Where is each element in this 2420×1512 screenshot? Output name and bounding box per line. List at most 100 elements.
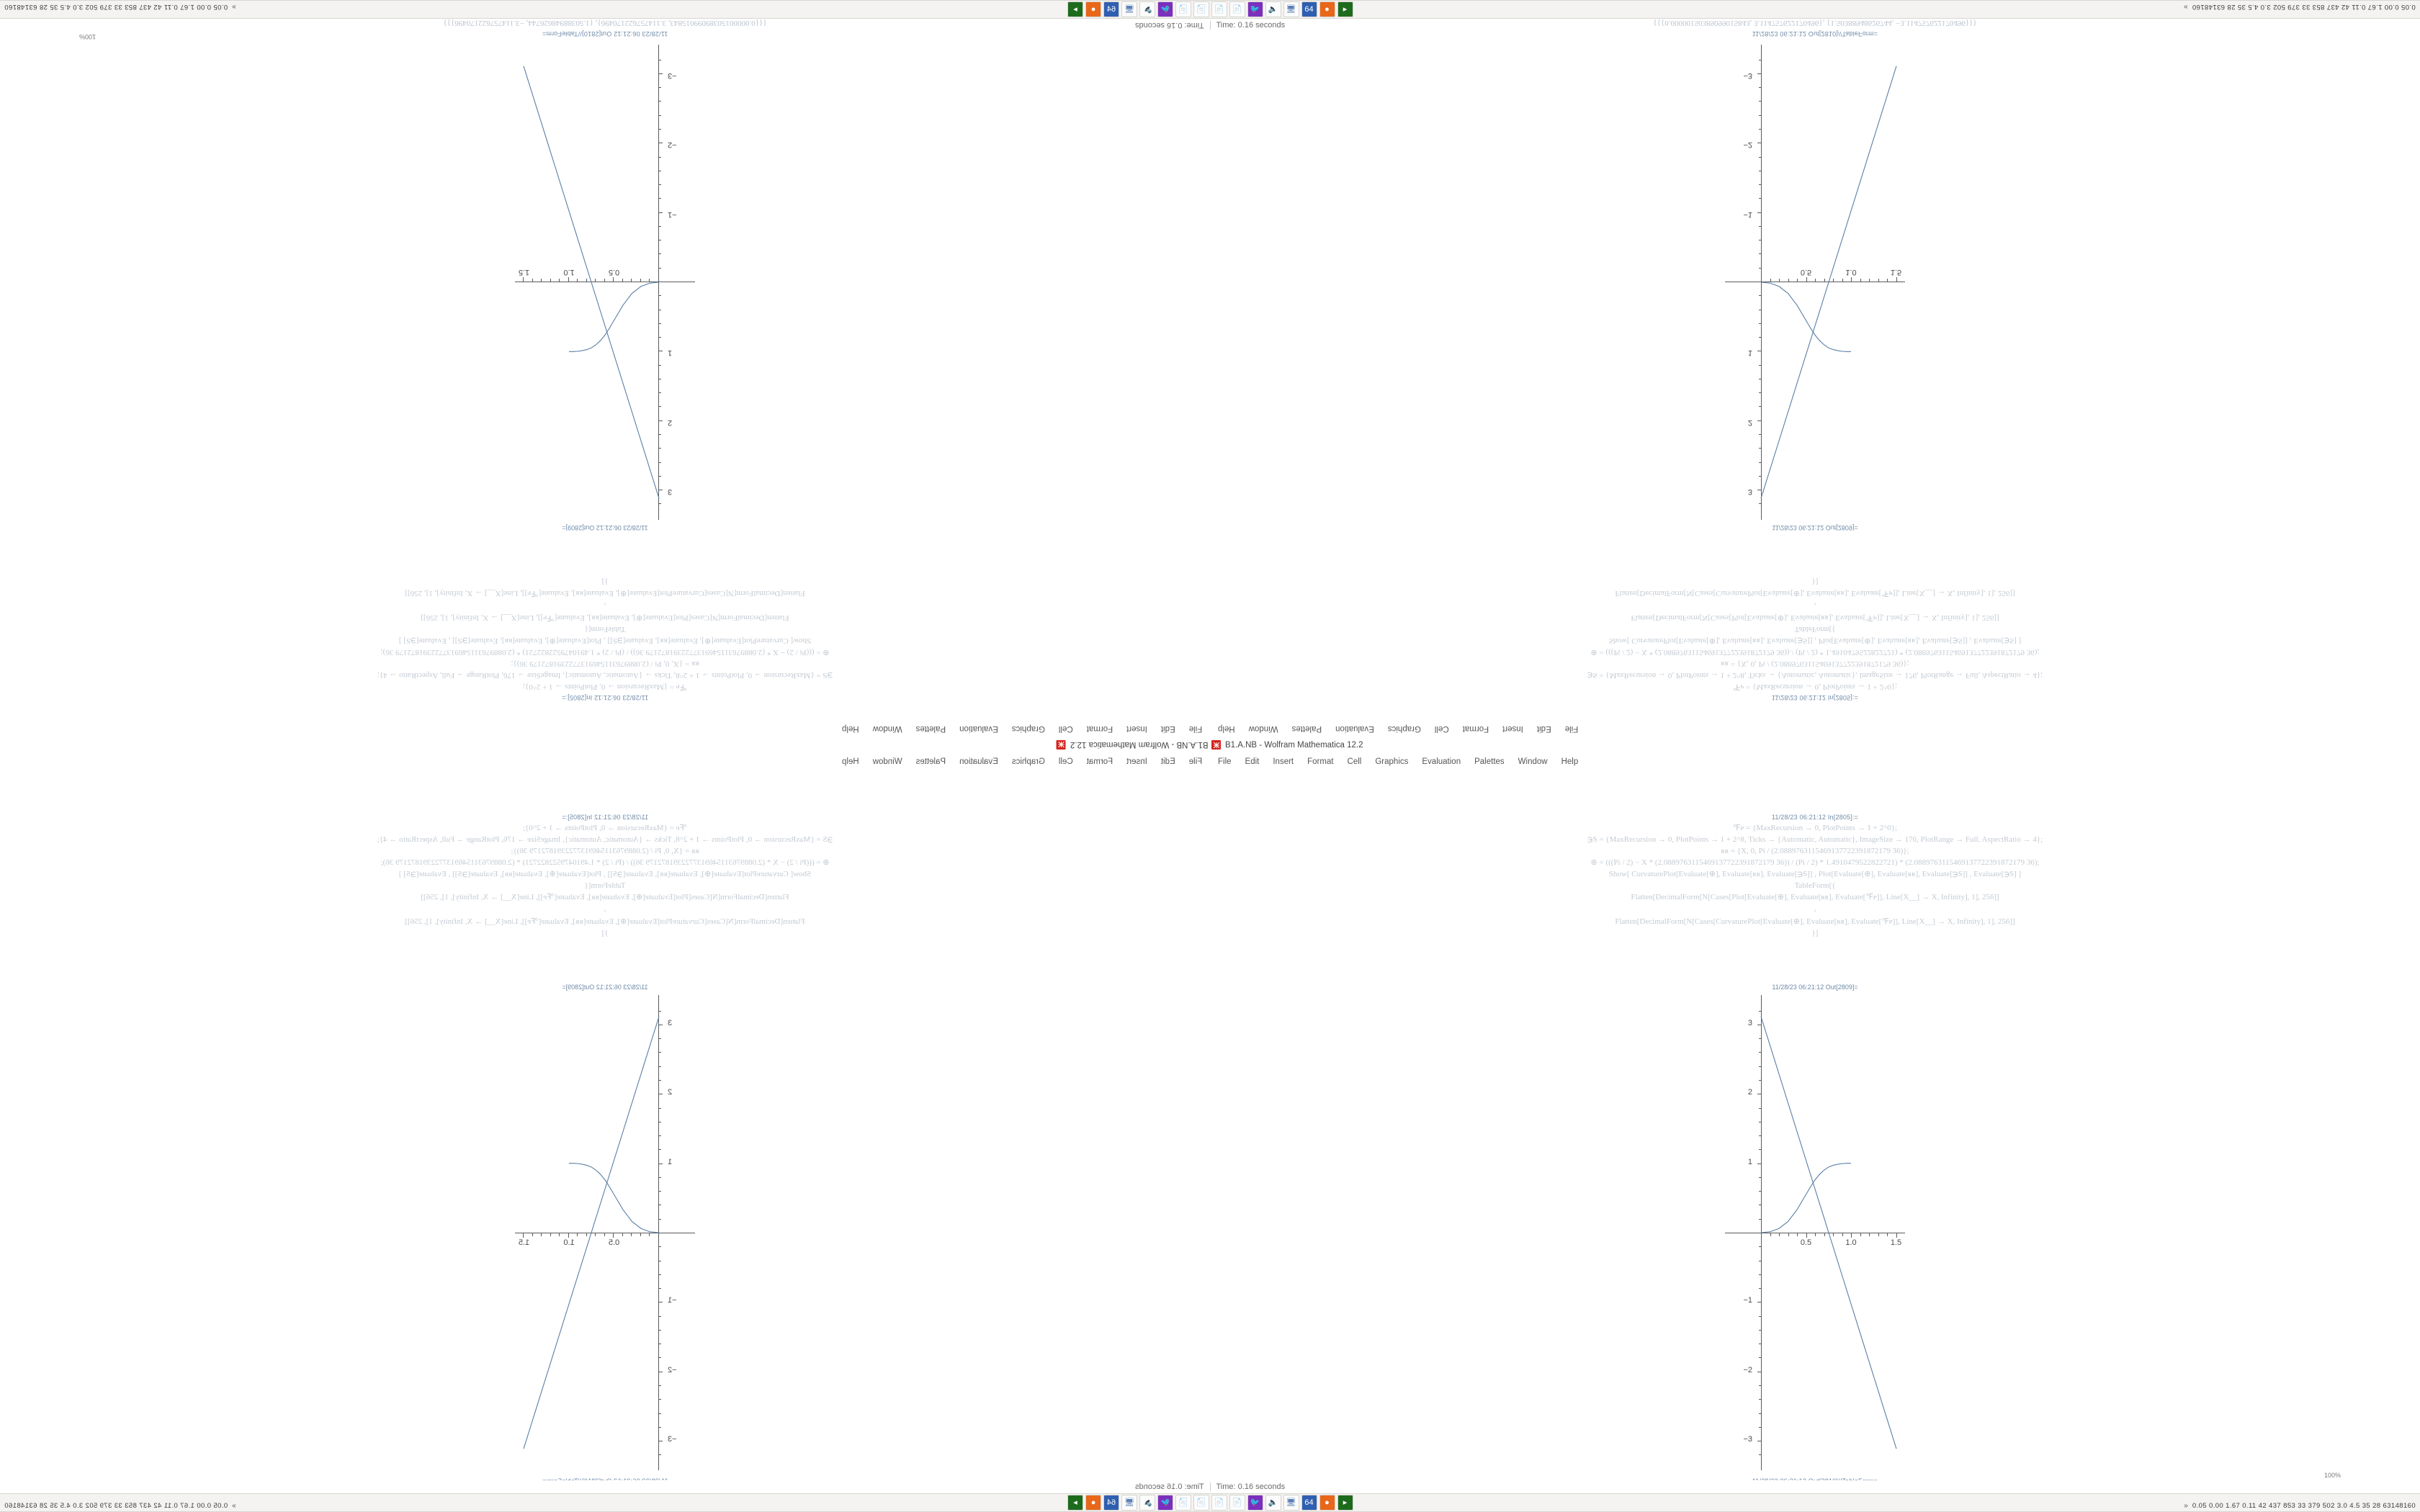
text-editor-2-icon[interactable]: 📄 bbox=[1229, 1495, 1245, 1511]
menu-item-palettes[interactable]: Palettes bbox=[1291, 724, 1322, 733]
code-line: Flatten[DecimalForm[N[Cases[Plot[Evaluat… bbox=[421, 613, 789, 623]
plot-series-1 bbox=[568, 1163, 660, 1233]
menu-item-edit[interactable]: Edit bbox=[1160, 757, 1175, 766]
menu-item-insert[interactable]: Insert bbox=[1273, 757, 1294, 766]
menu-item-window[interactable]: Window bbox=[1518, 757, 1548, 766]
text-editor-icon[interactable]: 📄 bbox=[1211, 1, 1227, 17]
menu-item-insert[interactable]: Insert bbox=[1126, 757, 1147, 766]
menu-item-graphics[interactable]: Graphics bbox=[1011, 757, 1045, 766]
menu-item-cell[interactable]: Cell bbox=[1347, 757, 1362, 766]
menu-item-format[interactable]: Format bbox=[1307, 757, 1334, 766]
plot-out-2809[interactable]: 11/28/23 06:21:12 Out[2809]= −3 −2 −1 1 2 3 0.5… bbox=[1725, 45, 1905, 531]
code-line: ℉ᴘ = {MaxRecursion → 0, PlotPoints → 1 +… bbox=[522, 824, 688, 832]
calculator-icon[interactable]: 64 bbox=[1301, 1495, 1317, 1511]
code-line: TableForm[{ bbox=[1794, 625, 1836, 634]
menu-item-evaluation[interactable]: Evaluation bbox=[959, 757, 998, 766]
menu-item-palettes[interactable]: Palettes bbox=[1474, 757, 1505, 766]
time-label-bottom-mirrored: Time: 0.16 seconds bbox=[1134, 1482, 1204, 1491]
code-line: TableForm[{ bbox=[584, 625, 626, 634]
menu-item-window[interactable]: Window bbox=[872, 757, 902, 766]
taskbar-top[interactable]: ▸ ● 64 🖥 🔈 🐦 📄 📄 📄 📄 🐦 🔈 🖥 64 ● ▸ bbox=[0, 0, 2420, 19]
menu-item-graphics[interactable]: Graphics bbox=[1375, 757, 1409, 766]
menu-item-cell[interactable]: Cell bbox=[1058, 757, 1073, 766]
menu-item-edit[interactable]: Edit bbox=[1245, 757, 1260, 766]
menu-item-evaluation[interactable]: Evaluation bbox=[959, 724, 998, 733]
plot-x-minor-tick bbox=[1797, 1233, 1798, 1236]
code-line: ℈Ѕ = {MaxRecursion → 0, PlotPoints → 1 +… bbox=[1587, 671, 2043, 680]
menu-item-graphics[interactable]: Graphics bbox=[1387, 724, 1421, 733]
menu-item-insert[interactable]: Insert bbox=[1126, 724, 1147, 733]
menu-item-file[interactable]: File bbox=[1564, 724, 1579, 733]
text-editor-2-icon[interactable]: 📄 bbox=[1229, 1, 1245, 17]
plot-y-minor-tick bbox=[1759, 1191, 1762, 1192]
code-line: ℉ᴘ = {MaxRecursion → 0, PlotPoints → 1 +… bbox=[1732, 824, 1898, 832]
plot-y-minor-tick bbox=[1759, 1329, 1762, 1331]
plot-out-2809[interactable]: 11/28/23 06:21:12 Out[2809]= −3 −2 −1 1 2 3 0.5… bbox=[515, 984, 695, 1470]
firefox-icon-glyph: ● bbox=[1325, 4, 1330, 14]
menu-item-insert[interactable]: Insert bbox=[1502, 724, 1523, 733]
menu-item-file[interactable]: File bbox=[1218, 757, 1232, 766]
plot-x-minor-tick bbox=[1869, 1233, 1870, 1236]
menu-item-file[interactable]: File bbox=[1188, 724, 1202, 733]
menu-item-file[interactable]: File bbox=[1188, 757, 1202, 766]
plot-x-minor-tick bbox=[1779, 1233, 1780, 1236]
plot-title-out-2809: 11/28/23 06:21:12 Out[2809]= bbox=[562, 524, 648, 531]
plot-y-minor-tick bbox=[1759, 1038, 1762, 1040]
text-editor-icon[interactable]: 📄 bbox=[1211, 1495, 1227, 1511]
volume-icon[interactable]: 🔈 bbox=[1265, 1495, 1281, 1511]
menu-item-palettes[interactable]: Palettes bbox=[915, 724, 946, 733]
volume-icon[interactable]: 🔈 bbox=[1265, 1, 1281, 17]
system-monitor-icon[interactable]: 🖥 bbox=[1283, 1, 1299, 17]
taskbar-bottom[interactable]: ▸ ● 64 🖥 🔈 🐦 📄 📄 📄 📄 🐦 🔈 🖥 64 ● ▸ bbox=[0, 1493, 2420, 1512]
code-line: , bbox=[1814, 602, 1816, 611]
menu-item-palettes[interactable]: Palettes bbox=[915, 757, 946, 766]
plot-out-2809[interactable]: 11/28/23 06:21:12 Out[2809]= −3 −2 −1 1 2 3 0.5… bbox=[515, 45, 695, 531]
chevron-icon-3[interactable]: » bbox=[232, 1501, 236, 1510]
zoom-level-label: 100% bbox=[2323, 1472, 2341, 1479]
notebook-cell-in-2805[interactable]: 11/28/23 06:21:12 In[2805]:= ℉ᴘ = {MaxRec… bbox=[0, 814, 1210, 939]
menubar-row[interactable]: File Edit Insert Format Cell Graphics Evaluati… bbox=[0, 757, 2420, 766]
menu-item-format[interactable]: Format bbox=[1086, 757, 1113, 766]
menu-item-help[interactable]: Help bbox=[841, 757, 859, 766]
terminal-icon[interactable]: ▸ bbox=[1337, 1495, 1353, 1511]
system-monitor-icon[interactable]: 🖥 bbox=[1283, 1495, 1299, 1511]
terminal-icon[interactable]: ▸ bbox=[1337, 1, 1353, 17]
notebook-cell-in-2805[interactable]: 11/28/23 06:21:12 In[2805]:= ℉ᴘ = {MaxRec… bbox=[1210, 814, 2420, 939]
menu-item-window[interactable]: Window bbox=[872, 724, 902, 733]
menu-item-cell[interactable]: Cell bbox=[1058, 724, 1073, 733]
menu-item-edit[interactable]: Edit bbox=[1536, 724, 1551, 733]
menu-item-graphics[interactable]: Graphics bbox=[1011, 724, 1045, 733]
menu-item-help[interactable]: Help bbox=[1561, 757, 1579, 766]
thunderbird-icon[interactable]: 🐦 bbox=[1247, 1495, 1263, 1511]
plot-y-minor-tick bbox=[1759, 1066, 1762, 1067]
chevron-icon-2[interactable]: » bbox=[2184, 2, 2188, 11]
quadrant-bottom-right: 11/28/23 06:21:12 In[2805]:= ℉ᴘ = {MaxRec… bbox=[1210, 757, 2420, 1499]
thunderbird-icon[interactable]: 🐦 bbox=[1247, 1, 1263, 17]
menu-item-help[interactable]: Help bbox=[1218, 724, 1235, 733]
notebook-cell-in-2805[interactable]: 11/28/23 06:21:12 In[2805]:= ℉ᴘ = {MaxRec… bbox=[1210, 576, 2420, 702]
firefox-icon[interactable]: ● bbox=[1319, 1, 1335, 17]
chevron-icon[interactable]: » bbox=[232, 2, 236, 11]
menu-item-evaluation[interactable]: Evaluation bbox=[1335, 724, 1374, 733]
menu-item-help[interactable]: Help bbox=[841, 724, 859, 733]
calculator-icon-glyph: 64 bbox=[1304, 1498, 1314, 1507]
menu-item-format[interactable]: Format bbox=[1086, 724, 1113, 733]
system-monitor-right-bottom: » 0.05 0.00 1.67 0.11 42 437 853 33 379 … bbox=[2184, 1502, 2416, 1510]
notebook-cell-in-2805[interactable]: 11/28/23 06:21:12 In[2805]:= ℉ᴘ = {MaxRec… bbox=[0, 576, 1210, 702]
menu-item-edit[interactable]: Edit bbox=[1160, 724, 1175, 733]
chevron-icon-4[interactable]: » bbox=[2184, 1501, 2188, 1510]
quadrant-top-left: 11/28/23 06:21:12 In[2805]:= ℉ᴘ = {MaxRec… bbox=[0, 16, 1210, 757]
menu-item-cell[interactable]: Cell bbox=[1434, 724, 1449, 733]
code-line: ʀʀ = {X, 0, Pi / (2.08897631154691377223… bbox=[1721, 660, 1909, 669]
menu-item-evaluation[interactable]: Evaluation bbox=[1422, 757, 1461, 766]
menubar-mirrored-top[interactable]: File Edit Insert Format Cell Graphics Evaluati… bbox=[0, 724, 2420, 733]
system-monitor-icon-glyph: 🖥 bbox=[1286, 1498, 1296, 1507]
notebook-cell-out-2810[interactable]: 11/28/23 06:21:12 Out[2810]//TableForm= {… bbox=[0, 16, 1210, 37]
notebook-cell-out-2810[interactable]: 11/28/23 06:21:12 Out[2810]//TableForm= {… bbox=[1210, 16, 2420, 37]
plot-out-2809[interactable]: 11/28/23 06:21:12 Out[2809]= −3 −2 −1 1 2 3 0.5… bbox=[1725, 984, 1905, 1470]
firefox-icon[interactable]: ● bbox=[1319, 1495, 1335, 1511]
output-line: {{{0.00000150389099015843, 3.11475762217… bbox=[1653, 19, 1977, 27]
calculator-icon[interactable]: 64 bbox=[1301, 1, 1317, 17]
menu-item-window[interactable]: Window bbox=[1248, 724, 1278, 733]
menu-item-format[interactable]: Format bbox=[1462, 724, 1489, 733]
